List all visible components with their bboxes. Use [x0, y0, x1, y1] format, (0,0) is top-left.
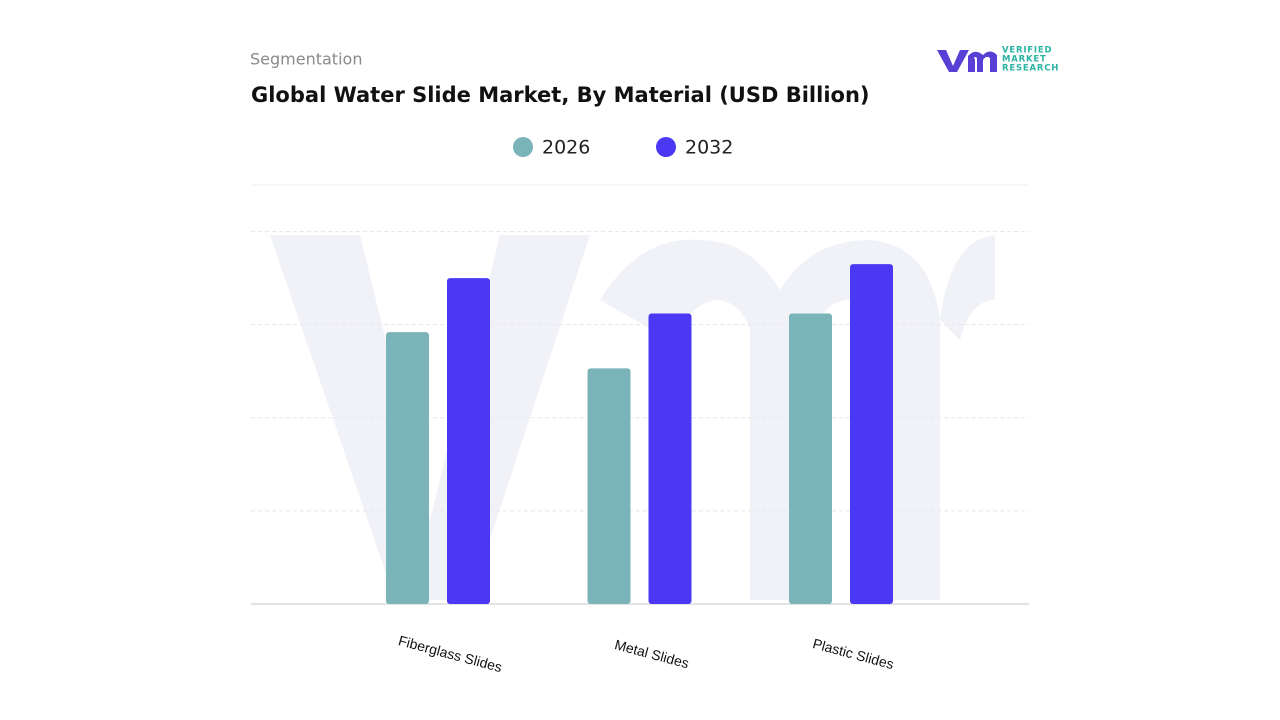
- bar: [447, 278, 490, 604]
- legend-swatch: [656, 137, 676, 157]
- legend-label: 2032: [685, 137, 733, 159]
- logo-mark: [937, 50, 969, 72]
- chart-subtitle: Segmentation: [250, 50, 362, 69]
- logo-text: VERIFIED: [1002, 46, 1052, 56]
- legend-label: 2026: [542, 137, 590, 159]
- logo-text: MARKET: [1002, 55, 1047, 65]
- chart-title: Global Water Slide Market, By Material (…: [251, 83, 870, 107]
- bar: [648, 313, 692, 604]
- x-tick-label: Plastic Slides: [811, 635, 896, 672]
- legend-swatch: [513, 137, 533, 157]
- logo-mark: [968, 51, 997, 72]
- x-tick-label: Fiberglass Slides: [397, 632, 504, 675]
- bar: [850, 264, 893, 604]
- x-tick-label: Metal Slides: [613, 636, 691, 671]
- logo-text: RESEARCH: [1002, 64, 1059, 74]
- logo: [937, 50, 997, 72]
- bar: [789, 313, 832, 604]
- bar: [386, 332, 429, 604]
- bar: [587, 368, 631, 604]
- watermark: [270, 235, 995, 600]
